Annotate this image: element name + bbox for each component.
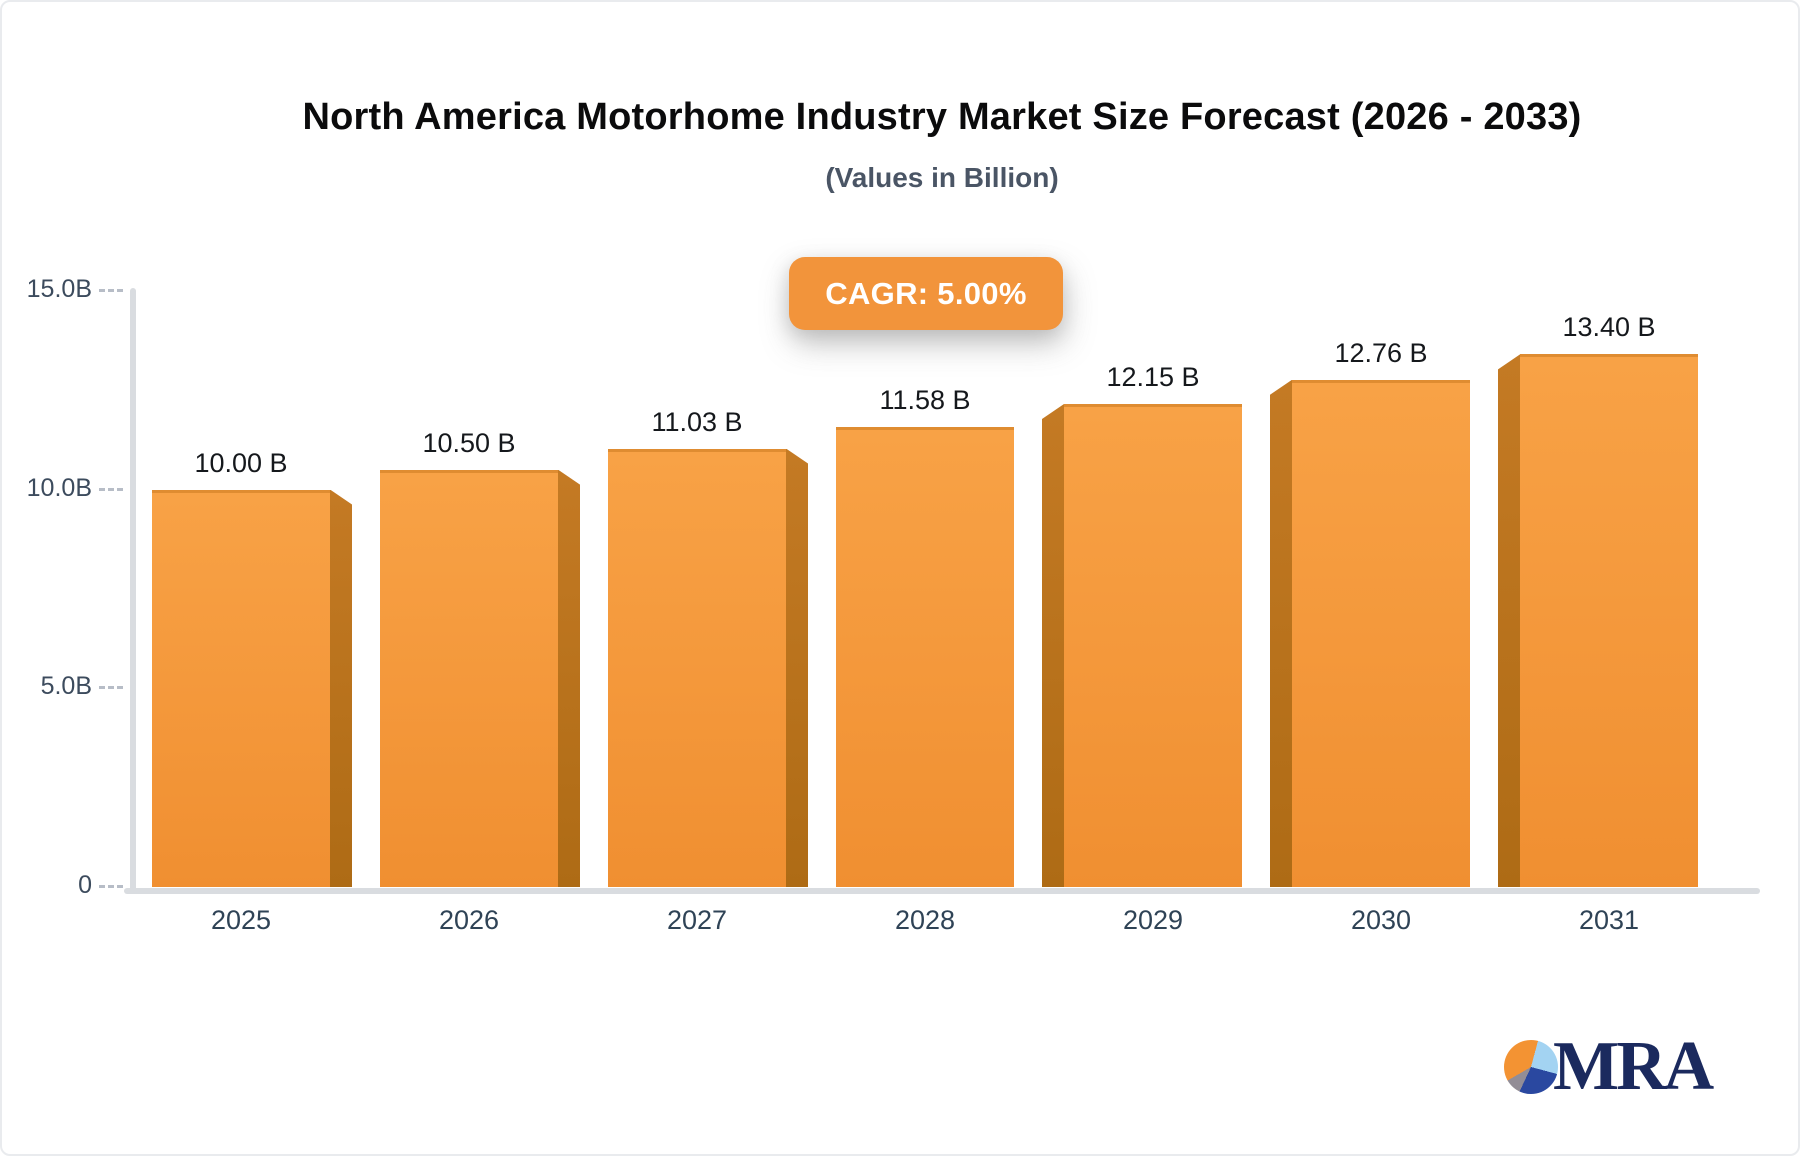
- bar-side-face: [330, 489, 352, 887]
- bar-2026: [380, 469, 580, 887]
- mra-logo: MRA: [1504, 1028, 1714, 1105]
- bar-side-face: [1042, 404, 1064, 887]
- bar-front-face: [1064, 404, 1242, 887]
- bar-2029: [1042, 404, 1242, 887]
- bar-value-label: 11.58 B: [879, 384, 971, 415]
- x-axis-line: [124, 888, 1760, 894]
- cagr-badge: CAGR: 5.00%: [789, 257, 1063, 330]
- y-tick-label: 10.0B: [26, 473, 92, 502]
- bar-side-face: [1270, 379, 1292, 887]
- y-tick-mark: [99, 885, 123, 888]
- bar-value-label: 12.15 B: [1106, 362, 1200, 393]
- bar-front-face: [152, 489, 330, 887]
- y-tick-mark: [99, 288, 123, 292]
- y-tick-label: 15.0B: [26, 274, 92, 303]
- y-tick-mark: [99, 686, 123, 690]
- cagr-badge-label: CAGR: 5.00%: [825, 275, 1027, 311]
- bar-side-face: [558, 469, 580, 887]
- y-axis-line: [130, 288, 136, 893]
- y-tick-label: 5.0B: [40, 672, 92, 701]
- x-axis-category-label: 2027: [666, 905, 728, 935]
- bar-value-label: 12.76 B: [1334, 337, 1428, 368]
- bar-2028: [836, 426, 1014, 887]
- x-axis-category-label: 2030: [1350, 905, 1412, 935]
- bar-2030: [1270, 379, 1470, 887]
- x-axis-category-label: 2025: [210, 905, 272, 935]
- bar-front-face: [836, 426, 1014, 887]
- mra-logo-text: MRA: [1553, 1028, 1714, 1105]
- bar-side-face: [786, 448, 808, 887]
- bar-front-face: [608, 448, 786, 887]
- bar-front-face: [1292, 379, 1470, 887]
- bar-value-label: 10.50 B: [422, 427, 516, 458]
- x-axis-category-label: 2026: [438, 905, 500, 935]
- bar-side-face: [1498, 354, 1520, 887]
- x-axis-category-label: 2031: [1578, 905, 1640, 935]
- bar-value-label: 11.03 B: [651, 406, 743, 437]
- bar-front-face: [1520, 354, 1698, 887]
- x-axis-category-label: 2028: [894, 905, 956, 935]
- chart-subtitle: (Values in Billion): [825, 162, 1059, 193]
- y-tick-label: 0: [78, 871, 92, 899]
- bar-value-label: 13.40 B: [1562, 312, 1656, 343]
- pie-chart-icon: [1504, 1040, 1558, 1094]
- x-axis-category-label: 2029: [1122, 905, 1184, 935]
- bar-2027: [608, 448, 808, 887]
- bar-2031: [1498, 354, 1698, 887]
- chart-title: North America Motorhome Industry Market …: [302, 96, 1582, 138]
- y-tick-mark: [99, 487, 123, 491]
- bar-2025: [152, 489, 352, 887]
- bar-front-face: [380, 469, 558, 887]
- bar-value-label: 10.00 B: [194, 447, 288, 478]
